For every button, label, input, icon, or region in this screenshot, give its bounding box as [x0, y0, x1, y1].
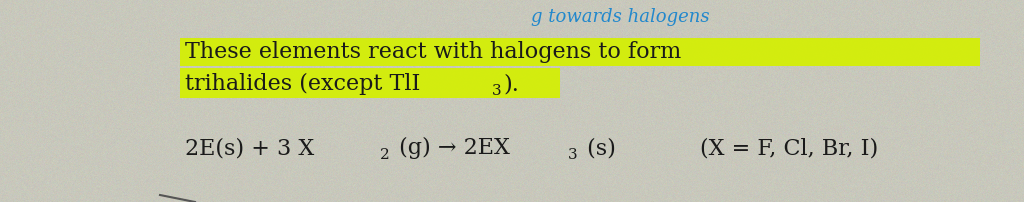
Text: 3: 3 — [492, 84, 502, 98]
Text: 2E(s) + 3 X: 2E(s) + 3 X — [185, 137, 314, 159]
Text: 3: 3 — [568, 148, 578, 162]
Text: (g) → 2EX: (g) → 2EX — [392, 137, 510, 159]
Text: (s): (s) — [580, 137, 615, 159]
Bar — [180, 38, 980, 66]
Text: g towards halogens: g towards halogens — [530, 8, 710, 26]
Text: 2: 2 — [380, 148, 390, 162]
Text: These elements react with halogens to form: These elements react with halogens to fo… — [185, 41, 681, 63]
Bar — [180, 68, 560, 98]
Text: ).: ). — [503, 73, 519, 95]
Text: (X = F, Cl, Br, I): (X = F, Cl, Br, I) — [700, 137, 879, 159]
Text: trihalides (except TlI: trihalides (except TlI — [185, 73, 421, 95]
